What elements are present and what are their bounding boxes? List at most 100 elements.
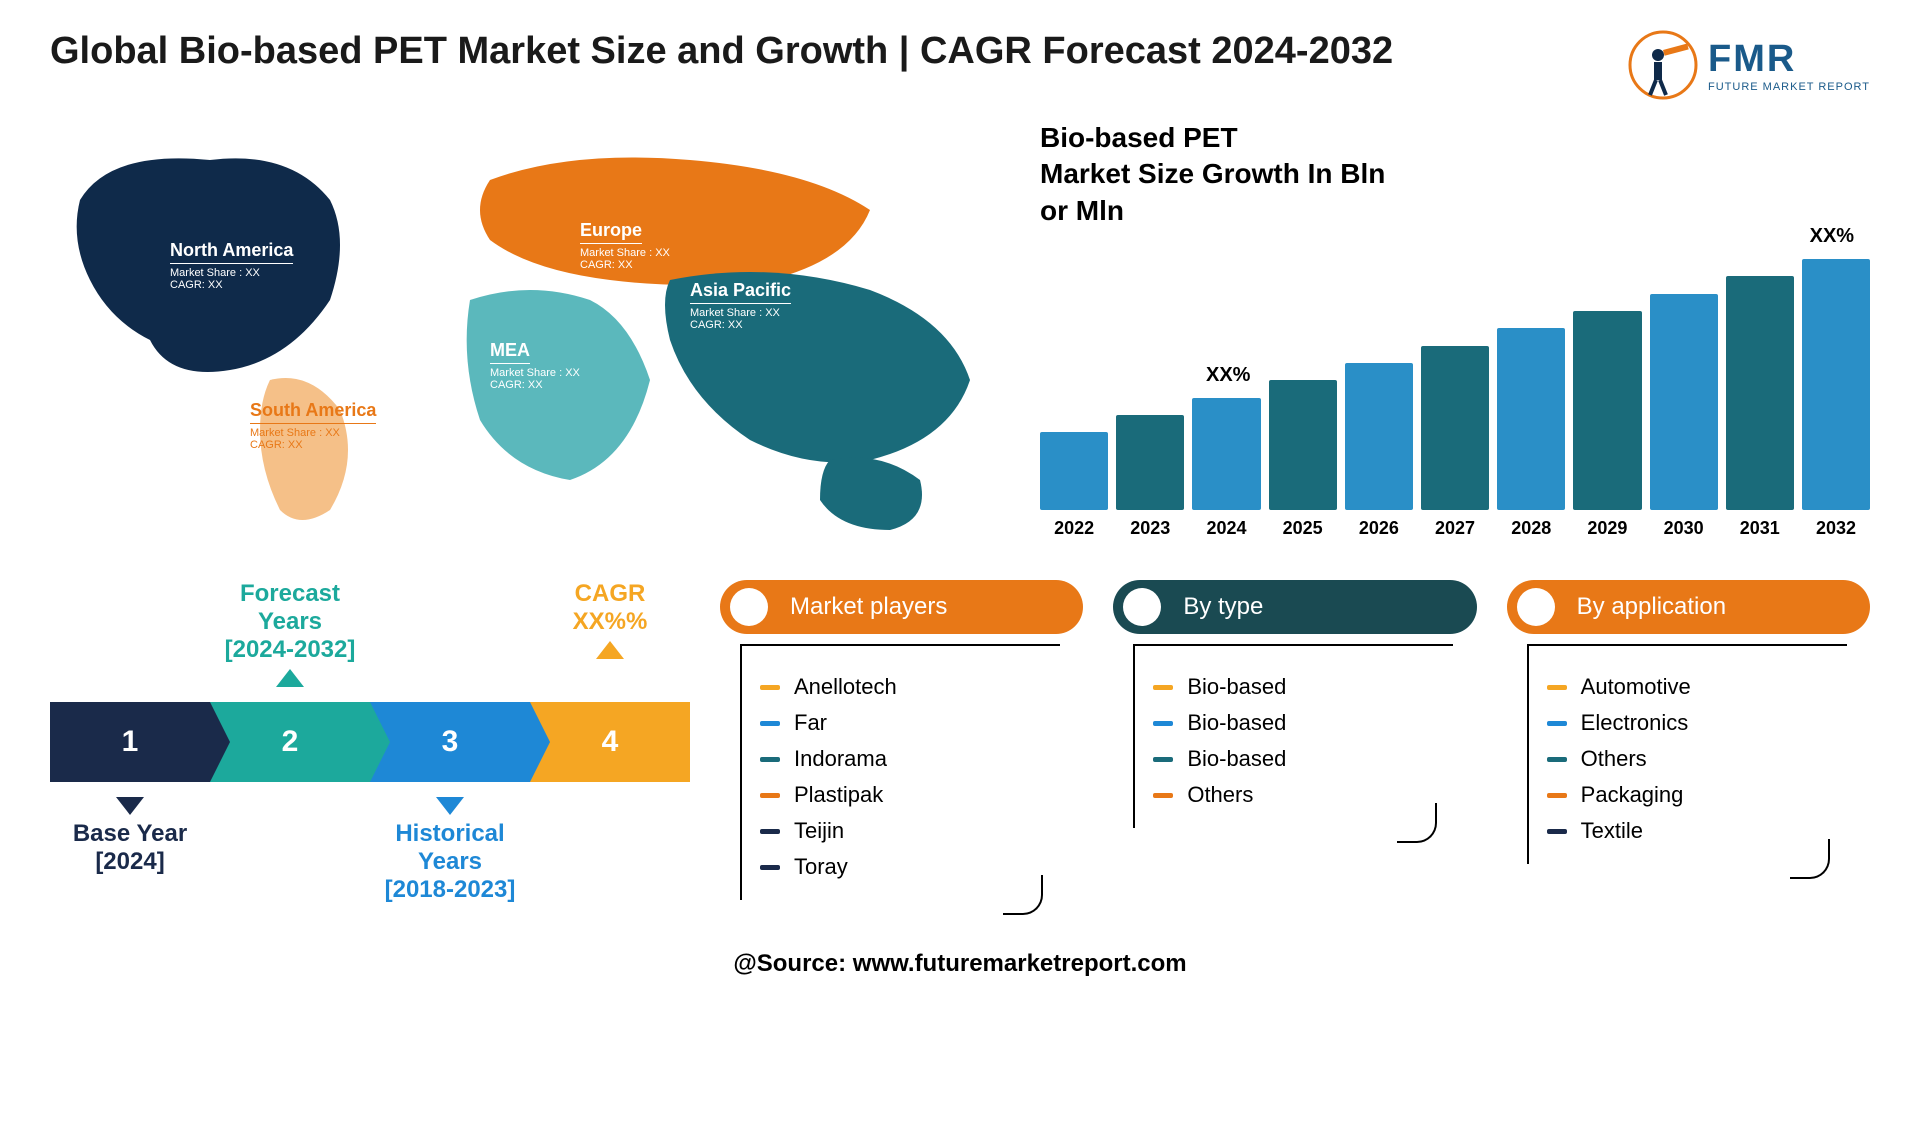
category-item: Packaging	[1547, 782, 1850, 808]
bullet-icon	[1153, 685, 1173, 690]
timeline-bar: 1234	[50, 702, 690, 782]
page-title: Global Bio-based PET Market Size and Gro…	[50, 30, 1393, 73]
bullet-icon	[1547, 721, 1567, 726]
bullet-icon	[1153, 793, 1173, 798]
bar-year-label: 2028	[1511, 518, 1551, 539]
category-item: Automotive	[1547, 674, 1850, 700]
timeline-bottom-sub: [2024]	[50, 848, 210, 876]
category-item-label: Indorama	[794, 746, 887, 772]
category-item: Bio-based	[1153, 710, 1456, 736]
logo-subtitle: FUTURE MARKET REPORT	[1708, 81, 1870, 93]
category-item: Electronics	[1547, 710, 1850, 736]
bullet-icon	[760, 793, 780, 798]
bar	[1040, 432, 1108, 510]
category-item-label: Toray	[794, 854, 848, 880]
bar-wrap: 2031	[1726, 276, 1794, 539]
category-item-label: Textile	[1581, 818, 1643, 844]
bar-wrap: 2032	[1802, 259, 1870, 539]
bullet-icon	[760, 829, 780, 834]
bar	[1573, 311, 1641, 510]
bar-year-label: 2032	[1816, 518, 1856, 539]
bar-year-label: 2030	[1664, 518, 1704, 539]
map-svg	[50, 120, 1010, 540]
timeline-segment: 2	[210, 702, 370, 782]
bullet-icon	[1547, 829, 1567, 834]
timeline-bottom-labels: Base Year[2024] Historical Years[2018-202…	[50, 792, 690, 904]
bar-year-label: 2022	[1054, 518, 1094, 539]
bracket-curl-icon	[1790, 839, 1830, 879]
triangle-down-icon	[436, 797, 464, 815]
bar-wrap: 2030	[1650, 294, 1718, 540]
timeline-bottom-sub: [2018-2023]	[370, 876, 530, 904]
triangle-down-icon	[116, 797, 144, 815]
bullet-icon	[1547, 793, 1567, 798]
category-item: Far	[760, 710, 1063, 736]
bar-wrap: 2022	[1040, 432, 1108, 539]
bar-year-label: 2031	[1740, 518, 1780, 539]
chart-title: Bio-based PETMarket Size Growth In Bln o…	[1040, 120, 1400, 229]
bar-wrap: 2024	[1192, 398, 1260, 540]
timeline-segment: 3	[370, 702, 530, 782]
bar-annotation: XX%	[1206, 364, 1250, 387]
bars-container: 2022 2023 2024 20252026 2027 2028 2029 2030 2031…	[1040, 239, 1870, 539]
bottom-row: Forecast Years[2024-2032]CAGRXX%% 1234 B…	[50, 580, 1870, 910]
timeline-top-label: Forecast Years	[210, 580, 370, 636]
bar	[1497, 328, 1565, 510]
timeline-top-labels: Forecast Years[2024-2032]CAGRXX%%	[50, 580, 690, 692]
bar-wrap: 2026	[1345, 363, 1413, 539]
map-region-label: Asia PacificMarket Share : XXCAGR: XX	[690, 280, 791, 331]
category-item: Bio-based	[1153, 674, 1456, 700]
bullet-icon	[1153, 721, 1173, 726]
main-row: North AmericaMarket Share : XXCAGR: XXSo…	[50, 120, 1870, 540]
timeline-bottom-label: Historical Years	[370, 820, 530, 876]
bracket-curl-icon	[1397, 803, 1437, 843]
category-item-label: Electronics	[1581, 710, 1689, 736]
map-region-label: South AmericaMarket Share : XXCAGR: XX	[250, 400, 376, 451]
category-item-label: Teijin	[794, 818, 844, 844]
timeline-bottom-label: Base Year	[50, 820, 210, 848]
category-item: Indorama	[760, 746, 1063, 772]
bullet-icon	[1547, 685, 1567, 690]
bar-year-label: 2027	[1435, 518, 1475, 539]
logo: FMR FUTURE MARKET REPORT	[1628, 30, 1870, 100]
world-map: North AmericaMarket Share : XXCAGR: XXSo…	[50, 120, 1010, 540]
bar	[1269, 380, 1337, 510]
category-item: Others	[1547, 746, 1850, 772]
logo-text: FMR	[1708, 38, 1870, 81]
category-item-label: Packaging	[1581, 782, 1684, 808]
category-list: Bio-based Bio-based Bio-based Others	[1113, 654, 1476, 838]
category-item-label: Bio-based	[1187, 674, 1286, 700]
category-list: AnellotechFarIndoramaPlastipakTeijinTora…	[720, 654, 1083, 910]
categories: Market playersAnellotechFarIndoramaPlast…	[720, 580, 1870, 910]
bar-wrap: 2029	[1573, 311, 1641, 539]
bar-year-label: 2024	[1206, 518, 1246, 539]
bar-wrap: 2025	[1269, 380, 1337, 539]
bar-wrap: 2028	[1497, 328, 1565, 539]
header: Global Bio-based PET Market Size and Gro…	[50, 30, 1870, 100]
bar-chart: Bio-based PETMarket Size Growth In Bln o…	[1040, 120, 1870, 540]
bar-year-label: 2029	[1587, 518, 1627, 539]
timeline-segment: 1	[50, 702, 210, 782]
category-header: Market players	[720, 580, 1083, 634]
bar-year-label: 2023	[1130, 518, 1170, 539]
category-item-label: Automotive	[1581, 674, 1691, 700]
bullet-icon	[760, 757, 780, 762]
category-item-label: Bio-based	[1187, 746, 1286, 772]
bullet-icon	[1547, 757, 1567, 762]
category-header: By type	[1113, 580, 1476, 634]
bar-wrap: 2023	[1116, 415, 1184, 539]
bullet-icon	[760, 721, 780, 726]
category-item-label: Bio-based	[1187, 710, 1286, 736]
category-header: By application	[1507, 580, 1870, 634]
category-item-label: Plastipak	[794, 782, 883, 808]
category-item: Teijin	[760, 818, 1063, 844]
bullet-icon	[760, 865, 780, 870]
telescope-person-icon	[1628, 30, 1698, 100]
category-column: By application Automotive Electronics Other…	[1507, 580, 1870, 910]
category-column: By type Bio-based Bio-based Bio-based Others	[1113, 580, 1476, 910]
bar	[1802, 259, 1870, 510]
bar	[1116, 415, 1184, 510]
timeline-top-sub: [2024-2032]	[210, 636, 370, 664]
category-item-label: Others	[1187, 782, 1253, 808]
timeline-segment: 4	[530, 702, 690, 782]
